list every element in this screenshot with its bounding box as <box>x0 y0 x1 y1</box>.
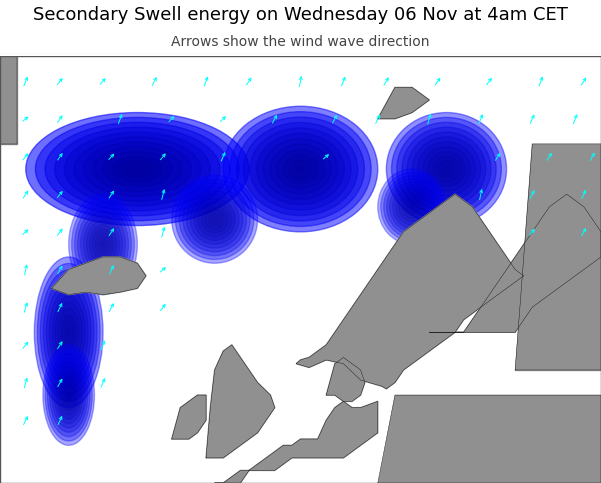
Ellipse shape <box>40 270 97 395</box>
Ellipse shape <box>397 122 496 216</box>
Ellipse shape <box>81 212 126 277</box>
Ellipse shape <box>84 142 191 196</box>
Ellipse shape <box>63 384 75 406</box>
Ellipse shape <box>34 257 103 408</box>
Ellipse shape <box>75 203 132 286</box>
Ellipse shape <box>93 229 114 260</box>
Ellipse shape <box>383 175 441 238</box>
Ellipse shape <box>55 127 220 211</box>
Ellipse shape <box>433 156 460 182</box>
Ellipse shape <box>250 128 351 210</box>
Ellipse shape <box>43 276 94 388</box>
Ellipse shape <box>391 117 501 221</box>
Ellipse shape <box>183 187 246 252</box>
Ellipse shape <box>398 192 426 222</box>
Ellipse shape <box>103 152 172 186</box>
Ellipse shape <box>64 132 210 206</box>
Ellipse shape <box>61 380 77 411</box>
Ellipse shape <box>191 194 239 244</box>
Ellipse shape <box>230 112 371 227</box>
Ellipse shape <box>428 152 465 186</box>
Ellipse shape <box>418 142 475 196</box>
Ellipse shape <box>69 194 138 295</box>
Ellipse shape <box>37 263 100 401</box>
Ellipse shape <box>122 161 153 177</box>
Ellipse shape <box>404 199 419 215</box>
Ellipse shape <box>290 160 311 178</box>
Ellipse shape <box>223 106 378 232</box>
Ellipse shape <box>201 206 228 233</box>
Ellipse shape <box>45 122 230 216</box>
Polygon shape <box>326 357 365 401</box>
Ellipse shape <box>237 117 364 221</box>
Ellipse shape <box>257 133 344 205</box>
Ellipse shape <box>423 147 470 191</box>
Ellipse shape <box>54 367 84 424</box>
Ellipse shape <box>96 233 111 256</box>
Ellipse shape <box>45 349 92 441</box>
Ellipse shape <box>172 175 258 263</box>
Ellipse shape <box>283 155 318 183</box>
Ellipse shape <box>243 123 358 215</box>
Ellipse shape <box>402 127 491 211</box>
Polygon shape <box>215 401 378 483</box>
Ellipse shape <box>74 137 201 201</box>
Ellipse shape <box>392 185 432 228</box>
Ellipse shape <box>46 283 91 382</box>
Ellipse shape <box>43 345 94 445</box>
Ellipse shape <box>26 113 249 226</box>
Polygon shape <box>52 257 146 295</box>
Ellipse shape <box>87 220 120 269</box>
Polygon shape <box>378 87 429 119</box>
Polygon shape <box>378 395 601 483</box>
Polygon shape <box>172 395 206 439</box>
Ellipse shape <box>389 182 435 231</box>
Ellipse shape <box>52 296 85 369</box>
Ellipse shape <box>50 358 88 432</box>
Ellipse shape <box>438 161 454 177</box>
Ellipse shape <box>194 198 236 241</box>
Ellipse shape <box>175 179 254 259</box>
Ellipse shape <box>395 188 429 225</box>
Ellipse shape <box>386 179 438 235</box>
Ellipse shape <box>56 371 81 419</box>
Polygon shape <box>0 56 17 144</box>
Ellipse shape <box>58 309 79 355</box>
Ellipse shape <box>386 113 507 226</box>
Ellipse shape <box>205 210 224 229</box>
Ellipse shape <box>378 169 447 244</box>
Ellipse shape <box>90 225 117 264</box>
Ellipse shape <box>64 322 73 342</box>
Ellipse shape <box>58 375 79 415</box>
Ellipse shape <box>401 195 423 218</box>
Ellipse shape <box>78 207 129 282</box>
Ellipse shape <box>412 137 481 201</box>
Text: Arrows show the wind wave direction: Arrows show the wind wave direction <box>171 35 430 49</box>
Ellipse shape <box>276 150 325 188</box>
Ellipse shape <box>35 117 239 221</box>
Ellipse shape <box>52 362 85 428</box>
Ellipse shape <box>112 156 162 182</box>
Ellipse shape <box>186 190 243 248</box>
Polygon shape <box>296 194 523 389</box>
Ellipse shape <box>61 315 76 349</box>
Ellipse shape <box>381 172 444 241</box>
Ellipse shape <box>270 144 331 194</box>
Ellipse shape <box>198 202 231 237</box>
Ellipse shape <box>49 289 88 375</box>
Polygon shape <box>206 345 275 458</box>
Polygon shape <box>515 144 601 370</box>
Ellipse shape <box>47 354 90 437</box>
Ellipse shape <box>93 147 182 191</box>
Polygon shape <box>429 194 601 332</box>
Text: Secondary Swell energy on Wednesday 06 Nov at 4am CET: Secondary Swell energy on Wednesday 06 N… <box>33 6 568 24</box>
Ellipse shape <box>72 199 135 290</box>
Ellipse shape <box>179 183 250 256</box>
Ellipse shape <box>407 132 486 206</box>
Ellipse shape <box>263 139 338 199</box>
Ellipse shape <box>55 302 82 362</box>
Ellipse shape <box>84 216 123 273</box>
